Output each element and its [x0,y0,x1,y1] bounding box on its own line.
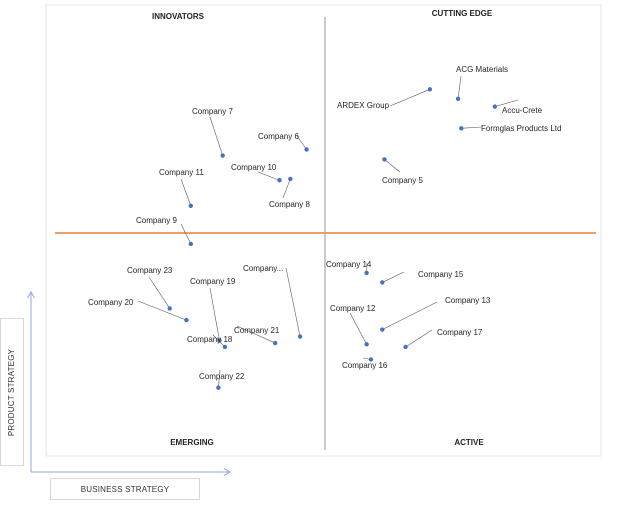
point-label-company-6: Company 6 [258,132,299,141]
data-point-company-9 [189,242,193,246]
point-label-company-7: Company 7 [192,107,233,116]
leader-line-company-13 [382,302,437,330]
point-label-company-20: Company 20 [88,298,134,307]
quadrant-label-cutting-edge: CUTTING EDGE [432,9,493,18]
point-label-company-21: Company 21 [234,326,280,335]
point-label-company-8: Company 8 [269,200,310,209]
leader-line-company-19 [210,288,219,340]
point-label-company-23: Company 23 [127,266,173,275]
data-point-company [298,334,302,338]
leader-line-company-23 [149,277,170,308]
data-point-company-8 [288,177,292,181]
point-label-company-14: Company 14 [326,260,372,269]
point-label-company-13: Company 13 [445,296,491,305]
point-label-company-11: Company 11 [159,168,204,177]
point-label-company-10: Company 10 [231,163,277,172]
leader-line-company-11 [181,179,191,206]
data-point-company-18 [223,345,227,349]
data-point-accu-crete [493,104,497,108]
point-label-company-15: Company 15 [418,270,464,279]
data-point-company-22 [216,385,220,389]
data-point-company-20 [184,318,188,322]
point-label-company-12: Company 12 [330,304,376,313]
point-label-ardex-group: ARDEX Group [337,101,390,110]
quadrant-label-active: ACTIVE [454,438,484,447]
data-point-formglas-products-ltd [459,126,463,130]
data-points [167,87,497,390]
point-label-company-18: Company 18 [187,335,233,344]
data-point-company-10 [277,178,281,182]
data-point-company-21 [273,341,277,345]
leader-line-company-8 [283,179,290,198]
point-label-company-19: Company 19 [190,277,236,286]
leader-line-company-7 [210,117,223,156]
data-point-company-13 [380,327,384,331]
point-label-formglas-products-ltd: Formglas Products Ltd [481,124,561,133]
data-point-company-5 [382,157,386,161]
leader-line-company-20 [138,301,186,320]
y-axis-label: PRODUCT STRATEGY [8,348,17,435]
leader-line-formglas-products-ltd [461,127,481,128]
leader-line-company-15 [382,272,404,282]
point-label-accu-crete: Accu-Crete [502,106,543,115]
data-point-company-15 [380,280,384,284]
data-point-company-23 [167,306,171,310]
leader-line-company-5 [384,159,400,172]
y-axis-label-box: PRODUCT STRATEGY [0,318,24,466]
leader-line-company [286,268,300,337]
leader-line-company-17 [406,330,432,347]
quadrant-label-emerging: EMERGING [170,438,214,447]
leader-line-acg-materials [458,76,461,99]
point-label-company-22: Company 22 [199,372,245,381]
quadrant-label-innovators: INNOVATORS [152,12,205,21]
point-label-company-16: Company 16 [342,361,388,370]
point-label-company: Company... [243,264,283,273]
data-point-company-11 [189,204,193,208]
plot-frame [46,5,601,456]
data-point-company-17 [403,345,407,349]
data-point-company-6 [304,147,308,151]
leader-line-company-12 [350,313,367,344]
data-point-company-7 [221,153,225,157]
leader-line-company-9 [181,224,191,244]
data-point-company-14 [364,271,368,275]
x-axis-label-box: BUSINESS STRATEGY [50,478,200,500]
data-point-ardex-group [428,87,432,91]
data-point-company-12 [364,342,368,346]
point-label-company-17: Company 17 [437,328,483,337]
leader-line-company-10 [258,172,280,180]
x-axis-label: BUSINESS STRATEGY [81,485,170,494]
point-label-company-9: Company 9 [136,216,177,225]
point-label-acg-materials: ACG Materials [456,65,508,74]
point-label-company-5: Company 5 [382,176,423,185]
leader-line-ardex-group [390,89,430,106]
data-point-acg-materials [456,97,460,101]
